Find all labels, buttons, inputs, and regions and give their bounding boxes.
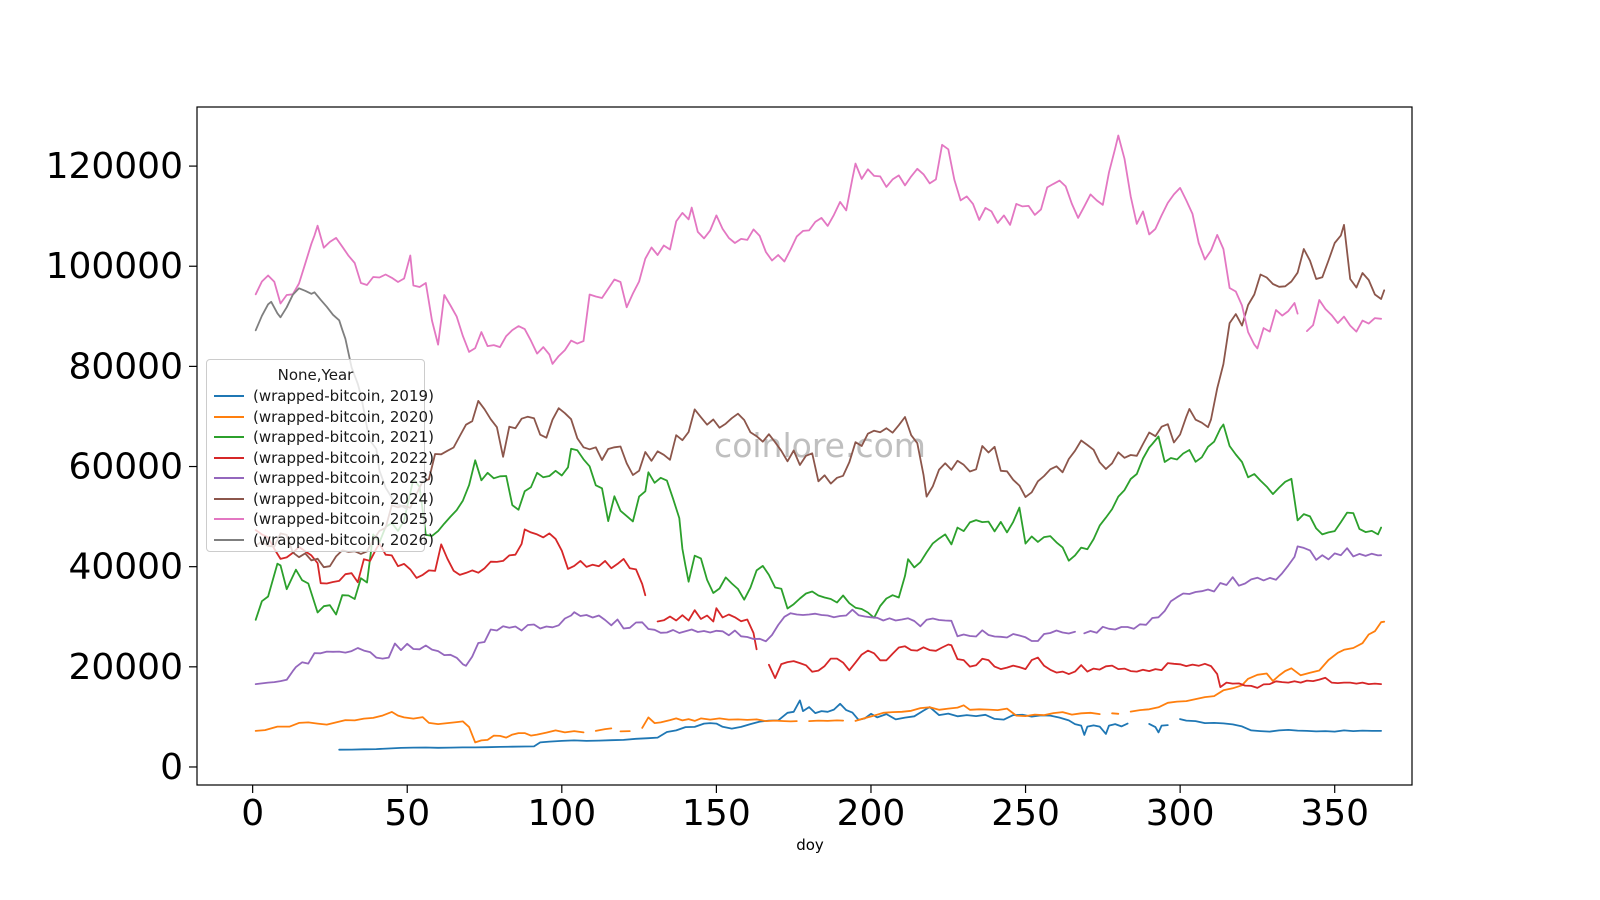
legend-entry: (wrapped-bitcoin, 2020) xyxy=(214,407,434,428)
series-line-2022 xyxy=(254,528,647,597)
x-tick-label: 350 xyxy=(1300,793,1369,834)
series-line-2019 xyxy=(1179,718,1382,733)
legend-line-sample-2019 xyxy=(214,395,244,398)
legend-entry-label: (wrapped-bitcoin, 2025) xyxy=(253,510,434,529)
y-tick-label: 0 xyxy=(160,747,183,788)
series-line-2019 xyxy=(338,699,1129,751)
x-tick-label: 250 xyxy=(991,793,1060,834)
series-line-2020 xyxy=(594,727,613,732)
legend-entry: (wrapped-bitcoin, 2026) xyxy=(214,530,434,551)
series-line-2020 xyxy=(1111,712,1120,715)
legend: None,Year (wrapped-bitcoin, 2019) (wrapp… xyxy=(206,359,434,552)
legend-entry: (wrapped-bitcoin, 2021) xyxy=(214,427,434,448)
y-tick-label: 100000 xyxy=(46,246,183,287)
legend-line-sample-2020 xyxy=(214,415,244,418)
plot-border xyxy=(196,106,1413,786)
legend-entry-label: (wrapped-bitcoin, 2026) xyxy=(253,530,434,549)
y-tick-label: 60000 xyxy=(68,447,183,488)
legend-entry: (wrapped-bitcoin, 2025) xyxy=(214,509,434,530)
legend-entry: (wrapped-bitcoin, 2022) xyxy=(214,448,434,469)
y-tick-label: 120000 xyxy=(46,146,183,187)
legend-line-sample-2024 xyxy=(214,497,244,500)
x-tick-label: 150 xyxy=(682,793,751,834)
legend-entry-label: (wrapped-bitcoin, 2020) xyxy=(253,407,434,426)
series-line-2022 xyxy=(656,607,758,651)
legend-entry-label: (wrapped-bitcoin, 2021) xyxy=(253,428,434,447)
x-tick-label: 300 xyxy=(1146,793,1215,834)
series-line-2025 xyxy=(1306,299,1382,333)
series-line-2020 xyxy=(641,716,798,729)
x-tick-label: 100 xyxy=(527,793,596,834)
legend-line-sample-2021 xyxy=(214,436,244,439)
legend-line-sample-2026 xyxy=(214,538,244,541)
legend-line-sample-2022 xyxy=(214,456,244,459)
legend-entry-label: (wrapped-bitcoin, 2019) xyxy=(253,387,434,406)
legend-entry-label: (wrapped-bitcoin, 2024) xyxy=(253,489,434,508)
series-line-2020 xyxy=(854,704,1101,722)
y-tick-label: 20000 xyxy=(68,647,183,688)
legend-entry: (wrapped-bitcoin, 2019) xyxy=(214,386,434,407)
legend-entry-label: (wrapped-bitcoin, 2023) xyxy=(253,469,434,488)
y-tick-label: 80000 xyxy=(68,346,183,387)
series-line-2023 xyxy=(254,608,1076,685)
series-line-2024 xyxy=(254,224,1386,569)
legend-entry: (wrapped-bitcoin, 2024) xyxy=(214,489,434,510)
legend-line-sample-2025 xyxy=(214,518,244,521)
x-axis-label: doy xyxy=(796,836,824,854)
series-line-2020 xyxy=(1129,620,1386,713)
series-line-2020 xyxy=(808,719,844,722)
series-line-2023 xyxy=(1083,545,1382,635)
series-line-2021 xyxy=(254,423,1382,621)
legend-title: None,Year xyxy=(277,366,354,384)
watermark: coinlore.com xyxy=(714,426,926,465)
series-line-2025 xyxy=(254,134,1299,365)
series-line-2019 xyxy=(1148,723,1169,734)
x-tick-label: 200 xyxy=(837,793,906,834)
legend-entry: (wrapped-bitcoin, 2023) xyxy=(214,468,434,489)
y-tick-label: 40000 xyxy=(68,547,183,588)
series-line-2022 xyxy=(768,643,1382,689)
series-line-2020 xyxy=(254,711,585,744)
legend-line-sample-2023 xyxy=(214,477,244,480)
x-tick-label: 0 xyxy=(241,793,264,834)
x-tick-label: 50 xyxy=(384,793,430,834)
legend-entry-label: (wrapped-bitcoin, 2022) xyxy=(253,448,434,467)
